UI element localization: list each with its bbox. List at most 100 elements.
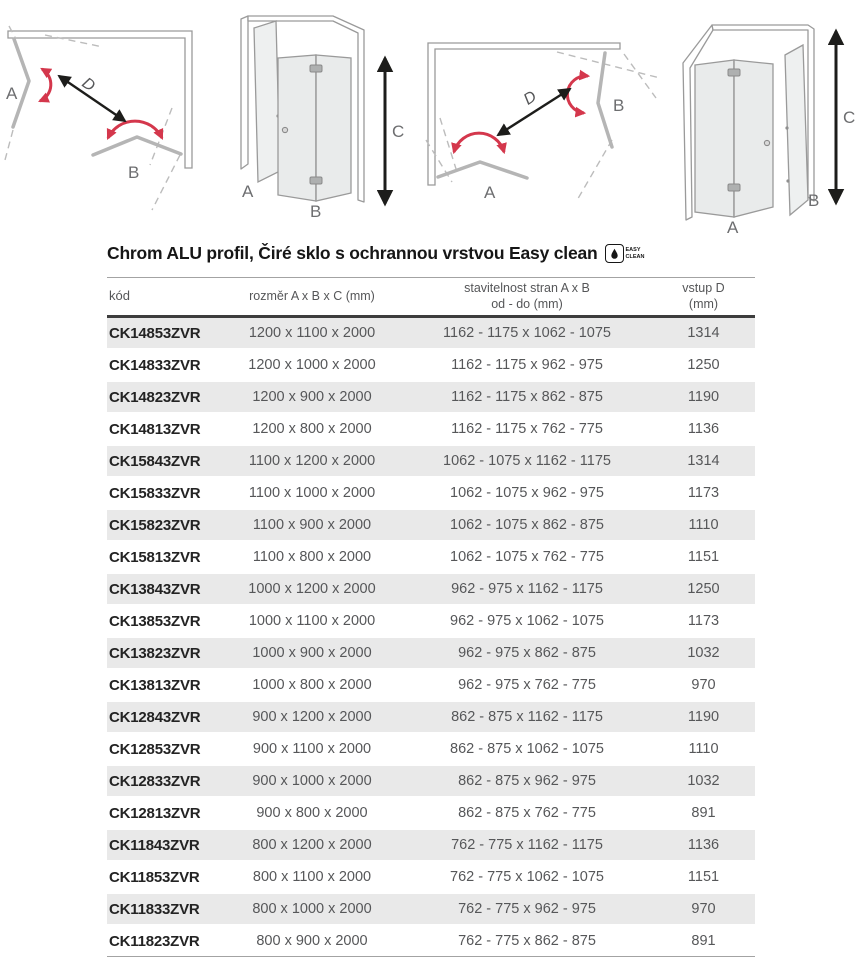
door-swing-dashed-lines [4,25,181,211]
table-row: CK11853ZVR 800 x 1100 x 2000 762 - 775 x… [107,861,755,893]
product-code-cell: CK12843ZVR [107,700,222,734]
entry-width-cell: 1173 [687,613,720,629]
entry-width-cell: 1110 [652,508,755,542]
diagram-3d-view-left: C A B [240,15,404,221]
entry-width-cell: 1173 [687,485,720,501]
size-cell: 800 x 1200 x 2000 [222,828,402,862]
product-code-cell: CK14853ZVR [107,315,222,350]
dimension-label-b: B [613,96,624,115]
dimension-label-b: B [128,163,139,182]
product-code-cell: CK13823ZVR [107,636,222,670]
column-header-vstup: vstup D (mm) [652,278,755,318]
table-row: CK14853ZVR 1200 x 1100 x 2000 1162 - 117… [107,315,755,350]
size-cell: 900 x 1100 x 2000 [252,741,372,757]
entry-width-cell: 1314 [652,315,755,350]
adjustability-cell: 962 - 975 x 862 - 875 [402,636,652,670]
folding-door-b [596,51,614,149]
entry-width-cell: 1250 [687,357,720,373]
spec-table-body: CK14853ZVR 1200 x 1100 x 2000 1162 - 117… [107,315,755,957]
adjustability-cell: 962 - 975 x 1062 - 1075 [450,613,604,629]
table-row: CK11843ZVR 800 x 1200 x 2000 762 - 775 x… [107,828,755,862]
adjustability-cell: 762 - 775 x 1062 - 1075 [450,869,604,885]
table-row: CK14813ZVR 1200 x 800 x 2000 1162 - 1175… [107,413,755,445]
entry-width-cell: 1032 [652,636,755,670]
column-header-stavitelnost: stavitelnost stran A x B od - do (mm) [402,278,652,318]
size-cell: 1200 x 1100 x 2000 [222,315,402,350]
product-code-cell: CK13853ZVR [109,612,201,630]
column-header-vstup-line1: vstup D [682,280,725,295]
folding-door-a [436,160,529,180]
wall-outline [682,24,815,221]
wall-outline [240,15,365,203]
product-code-cell: CK13813ZVR [109,676,201,694]
wall-outline [427,42,621,186]
size-cell: 900 x 1200 x 2000 [222,700,402,734]
size-cell: 1100 x 1200 x 2000 [222,444,402,478]
bifold-door-b [277,54,352,202]
adjustability-cell: 1062 - 1075 x 962 - 975 [450,485,604,501]
door-knob-icon [763,139,771,147]
swing-arrow-a-icon [38,67,53,103]
entry-width-cell: 1110 [688,741,719,757]
entry-width-cell: 1151 [687,869,720,885]
product-code-cell: CK14833ZVR [109,356,201,374]
table-row: CK13813ZVR 1000 x 800 x 2000 962 - 975 x… [107,669,755,701]
product-code-cell: CK15843ZVR [107,444,222,478]
product-code-cell: CK11833ZVR [107,892,222,926]
table-row: CK12843ZVR 900 x 1200 x 2000 862 - 875 x… [107,700,755,734]
column-header-kod: kód [107,278,222,318]
dimension-label-c: C [843,108,855,127]
entry-width-arrow-icon [496,87,572,137]
product-code-cell: CK15813ZVR [109,548,201,566]
entry-width-cell: 1151 [687,549,720,565]
table-row: CK11833ZVR 800 x 1000 x 2000 762 - 775 x… [107,892,755,926]
hinge-icon [309,176,323,185]
folding-door-b [91,135,183,157]
product-code-cell: CK12813ZVR [109,804,201,822]
title-row: Chrom ALU profil, Čiré sklo s ochrannou … [107,243,757,264]
panel-hinge-icon [786,179,790,183]
adjustability-cell: 862 - 875 x 1162 - 1175 [402,700,652,734]
wall-outline [7,30,193,169]
table-row: CK13823ZVR 1000 x 900 x 2000 962 - 975 x… [107,636,755,670]
column-header-vstup-line2: (mm) [688,296,719,311]
easy-clean-label-line2: CLEAN [625,253,645,260]
size-cell: 900 x 800 x 2000 [256,805,368,821]
column-header-stavitelnost-line1: stavitelnost stran A x B [464,280,590,295]
adjustability-cell: 1162 - 1175 x 862 - 875 [402,380,652,414]
size-cell: 1000 x 800 x 2000 [252,677,372,693]
panel-hinge-icon [785,126,789,130]
adjustability-cell: 862 - 875 x 762 - 775 [458,805,596,821]
size-cell: 1100 x 900 x 2000 [222,508,402,542]
swing-arrow-b-icon [106,119,164,140]
spec-table: kód rozměr A x B x C (mm) stavitelnost s… [107,277,755,957]
adjustability-cell: 762 - 775 x 1162 - 1175 [402,828,652,862]
size-cell: 1200 x 1000 x 2000 [248,357,376,373]
diagram-top-view-right: D B A [425,42,661,203]
entry-width-cell: 1314 [652,444,755,478]
table-row: CK15823ZVR 1100 x 900 x 2000 1062 - 1075… [107,508,755,542]
entry-width-cell: 891 [691,805,716,821]
adjustability-cell: 762 - 775 x 962 - 975 [402,892,652,926]
product-code-cell: CK11853ZVR [109,868,200,886]
folding-door-a [11,37,31,129]
size-cell: 1100 x 1000 x 2000 [248,485,376,501]
hinge-icon [309,64,323,73]
entry-width-cell: 1032 [652,764,755,798]
table-header-row: kód rozměr A x B x C (mm) stavitelnost s… [107,278,755,318]
product-code-cell: CK15833ZVR [109,484,201,502]
adjustability-cell: 1162 - 1175 x 1062 - 1075 [402,315,652,350]
adjustability-cell: 962 - 975 x 1162 - 1175 [402,572,652,606]
entry-width-arrow-icon [57,74,127,123]
swing-arrow-b-icon [565,69,591,118]
adjustability-cell: 862 - 875 x 962 - 975 [402,764,652,798]
page-title: Chrom ALU profil, Čiré sklo s ochrannou … [107,243,598,263]
adjustability-cell: 1162 - 1175 x 962 - 975 [451,357,603,373]
adjustability-cell: 962 - 975 x 762 - 775 [458,677,596,693]
size-cell: 1000 x 1100 x 2000 [248,613,376,629]
swing-arrow-a-icon [451,131,507,155]
bifold-door-a [694,59,774,218]
entry-width-cell: 1190 [652,380,755,414]
door-knob-icon [281,126,289,134]
hinge-icon [727,68,741,77]
